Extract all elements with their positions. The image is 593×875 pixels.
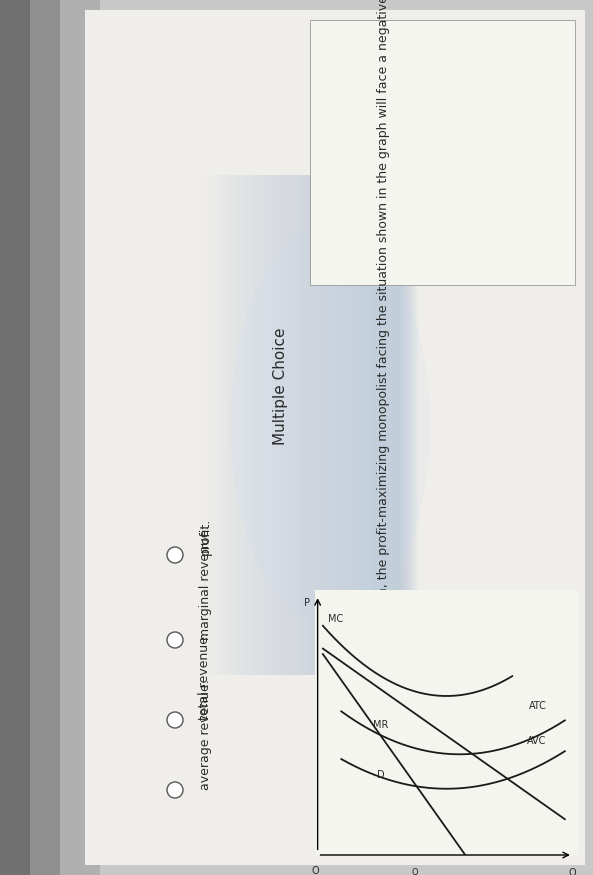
- Bar: [317, 175, 413, 675]
- Text: D: D: [377, 771, 385, 780]
- Bar: [218, 175, 402, 675]
- Text: O: O: [311, 865, 319, 875]
- Bar: [236, 175, 404, 675]
- Text: At equilibrium, the profit-maximizing monopolist facing the situation shown in t: At equilibrium, the profit-maximizing mo…: [377, 0, 390, 675]
- Text: ATC: ATC: [528, 701, 546, 711]
- Bar: [281, 175, 409, 675]
- Bar: [371, 175, 419, 675]
- Bar: [290, 175, 410, 675]
- Bar: [335, 175, 415, 675]
- Text: MC: MC: [328, 613, 343, 624]
- Text: Q: Q: [412, 868, 418, 875]
- Ellipse shape: [230, 225, 430, 625]
- Text: AVC: AVC: [527, 736, 546, 746]
- Bar: [85, 10, 585, 865]
- Text: Q: Q: [569, 868, 576, 875]
- Bar: [0, 0, 100, 875]
- Bar: [254, 175, 406, 675]
- Bar: [344, 175, 416, 675]
- Bar: [326, 175, 414, 675]
- Text: MR: MR: [373, 720, 388, 730]
- Text: total revenue.: total revenue.: [199, 632, 212, 720]
- Bar: [308, 175, 412, 675]
- Circle shape: [167, 712, 183, 728]
- Bar: [299, 175, 411, 675]
- Bar: [272, 175, 408, 675]
- Bar: [0, 0, 30, 875]
- Bar: [310, 20, 575, 285]
- Bar: [362, 175, 418, 675]
- Bar: [353, 175, 417, 675]
- Bar: [263, 175, 407, 675]
- Bar: [200, 175, 400, 675]
- Bar: [245, 175, 405, 675]
- Bar: [209, 175, 401, 675]
- Text: P: P: [304, 598, 310, 608]
- Text: Multiple Choice: Multiple Choice: [273, 327, 288, 445]
- Circle shape: [167, 632, 183, 648]
- Text: average revenue.: average revenue.: [199, 679, 212, 790]
- Bar: [0, 0, 60, 875]
- Text: marginal revenue.: marginal revenue.: [199, 525, 212, 640]
- Text: profit.: profit.: [199, 518, 212, 555]
- Circle shape: [167, 547, 183, 563]
- Bar: [227, 175, 403, 675]
- Circle shape: [167, 782, 183, 798]
